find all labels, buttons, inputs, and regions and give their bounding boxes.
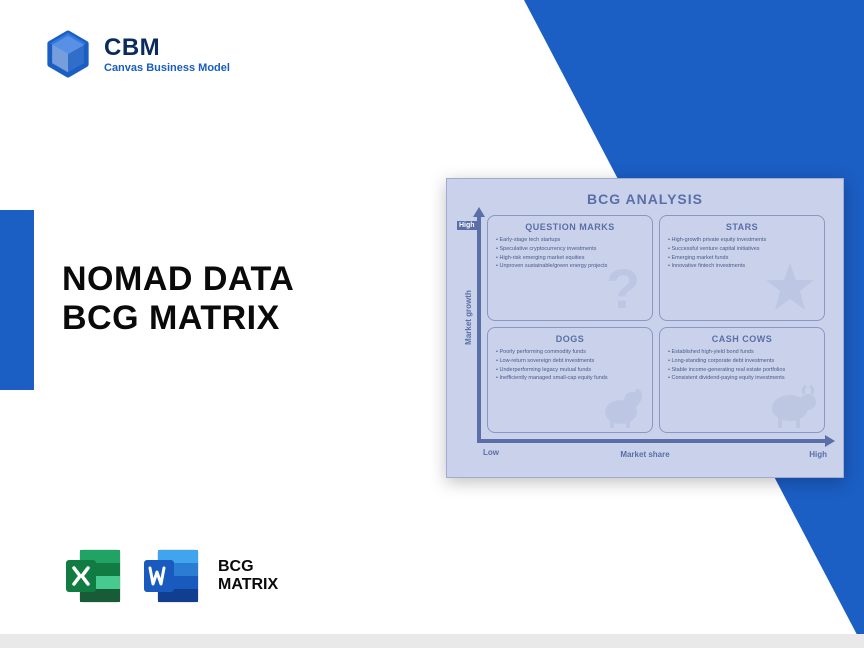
excel-icon <box>62 544 126 608</box>
list-item: High-growth private equity investments <box>668 236 816 245</box>
matrix-body: Market growth High Low Market share High… <box>461 213 829 463</box>
word-icon <box>140 544 204 608</box>
quadrant-cash-cows: CASH COWS Established high-yield bond fu… <box>659 327 825 433</box>
bcg-matrix-panel: BCG ANALYSIS Market growth High Low Mark… <box>446 178 844 478</box>
quadrant-question-marks: ? QUESTION MARKS Early-stage tech startu… <box>487 215 653 321</box>
list-item: Consistent dividend-paying equity invest… <box>668 374 816 383</box>
quad-list: Poorly performing commodity funds Low-re… <box>496 348 644 383</box>
quad-title: STARS <box>668 222 816 232</box>
y-axis-line <box>477 213 481 443</box>
list-item: Speculative cryptocurrency investments <box>496 245 644 254</box>
x-axis-high-label: High <box>809 450 827 459</box>
cow-icon <box>764 380 820 430</box>
bcg-label-line2: MATRIX <box>218 576 278 594</box>
quad-title: QUESTION MARKS <box>496 222 644 232</box>
list-item: Early-stage tech startups <box>496 236 644 245</box>
quadrant-grid: ? QUESTION MARKS Early-stage tech startu… <box>487 215 825 433</box>
app-icons-row: BCG MATRIX <box>62 544 278 608</box>
list-item: Successful venture capital initiatives <box>668 245 816 254</box>
footer-bar <box>0 634 864 648</box>
list-item: Stable income-generating real estate por… <box>668 366 816 375</box>
list-item: High-risk emerging market equities <box>496 254 644 263</box>
list-item: Underperforming legacy mutual funds <box>496 366 644 375</box>
x-axis-line <box>477 439 829 443</box>
quad-list: Early-stage tech startups Speculative cr… <box>496 236 644 271</box>
accent-bar-left <box>0 210 34 390</box>
list-item: Poorly performing commodity funds <box>496 348 644 357</box>
list-item: Inefficiently managed small-cap equity f… <box>496 374 644 383</box>
brand-title: CBM <box>104 34 230 62</box>
y-axis-label: Market growth <box>464 290 473 345</box>
list-item: Established high-yield bond funds <box>668 348 816 357</box>
y-axis-high-label: High <box>457 221 477 230</box>
list-item: Unproven sustainable/green energy projec… <box>496 262 644 271</box>
list-item: Low-return sovereign debt investments <box>496 357 644 366</box>
quad-title: DOGS <box>496 334 644 344</box>
x-axis-label: Market share <box>620 450 669 459</box>
quad-title: CASH COWS <box>668 334 816 344</box>
quadrant-stars: STARS High-growth private equity investm… <box>659 215 825 321</box>
list-item: Emerging market funds <box>668 254 816 263</box>
list-item: Innovative fintech investments <box>668 262 816 271</box>
bcg-matrix-label: BCG MATRIX <box>218 558 278 593</box>
list-item: Long-standing corporate debt investments <box>668 357 816 366</box>
quadrant-dogs: DOGS Poorly performing commodity funds L… <box>487 327 653 433</box>
page-title-line1: NOMAD DATA <box>62 260 294 299</box>
brand-logo-area: CBM Canvas Business Model <box>44 30 230 78</box>
quad-list: High-growth private equity investments S… <box>668 236 816 271</box>
axis-low-label: Low <box>483 448 499 457</box>
page-title: NOMAD DATA BCG MATRIX <box>62 260 294 338</box>
cbm-logo-icon <box>44 30 92 78</box>
x-axis-arrow-icon <box>825 435 835 447</box>
matrix-title: BCG ANALYSIS <box>461 191 829 207</box>
dog-icon <box>596 380 646 430</box>
brand-subtitle: Canvas Business Model <box>104 62 230 74</box>
quad-list: Established high-yield bond funds Long-s… <box>668 348 816 383</box>
bcg-label-line1: BCG <box>218 558 278 576</box>
page-title-line2: BCG MATRIX <box>62 299 294 338</box>
y-axis-arrow-icon <box>473 207 485 217</box>
